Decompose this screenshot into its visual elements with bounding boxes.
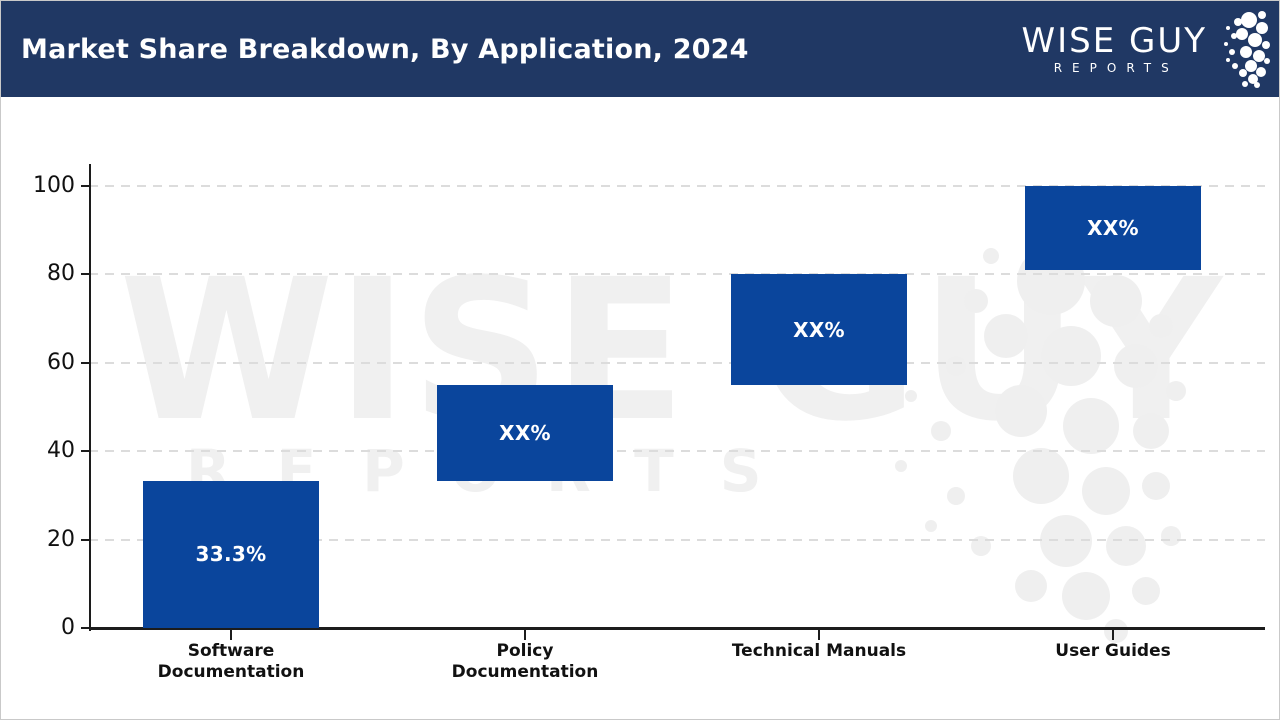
- y-axis-tick: [81, 627, 89, 629]
- y-axis-label: 0: [61, 615, 75, 640]
- bar-segment: 33.3%: [143, 480, 319, 628]
- logo-subtext: REPORTS: [1053, 61, 1179, 75]
- brand-logo-text: WISE GUY REPORTS: [1021, 23, 1207, 75]
- y-axis-line: [89, 164, 91, 631]
- x-category-label: Technical Manuals: [731, 641, 907, 661]
- watermark-face-icon: [895, 247, 1186, 643]
- y-axis-label: 40: [47, 438, 75, 464]
- x-category-label: User Guides: [1055, 641, 1171, 661]
- bar-segment: XX%: [437, 384, 613, 481]
- y-axis-tick: [81, 273, 89, 276]
- y-axis-label: 100: [33, 173, 75, 198]
- y-axis-tick: [81, 361, 89, 364]
- y-axis-label: 60: [47, 349, 75, 375]
- gridline: [89, 450, 1265, 453]
- x-axis-line: [89, 627, 1265, 630]
- y-axis-tick: [81, 538, 89, 541]
- x-axis-tick: [524, 630, 526, 640]
- x-axis-tick: [230, 630, 232, 640]
- x-category-label: Policy Documentation: [451, 641, 599, 682]
- bar-value-label: XX%: [793, 317, 845, 342]
- page-title: Market Share Breakdown, By Application, …: [21, 33, 749, 65]
- bar-value-label: 33.3%: [195, 542, 267, 567]
- y-axis-tick: [81, 450, 89, 453]
- gridline: [89, 538, 1265, 541]
- y-axis-label: 80: [47, 261, 75, 287]
- x-axis-tick: [1112, 630, 1114, 640]
- y-axis-tick: [81, 185, 89, 187]
- logo-wordmark: WISE GUY: [1021, 21, 1207, 61]
- gridline: [89, 185, 1265, 187]
- logo-face-icon: [1224, 11, 1270, 88]
- y-axis-label: 20: [47, 526, 75, 552]
- bar-value-label: XX%: [499, 420, 551, 445]
- bar-segment: XX%: [731, 274, 907, 385]
- bar-segment: XX%: [1025, 186, 1201, 270]
- chart-header: Market Share Breakdown, By Application, …: [1, 1, 1279, 97]
- gridline: [89, 273, 1265, 276]
- brand-logo: WISE GUY REPORTS: [1021, 8, 1279, 90]
- x-axis-tick: [818, 630, 820, 640]
- gridline: [89, 361, 1265, 364]
- x-category-label: Software Documentation: [157, 641, 305, 682]
- bar-value-label: XX%: [1087, 215, 1139, 240]
